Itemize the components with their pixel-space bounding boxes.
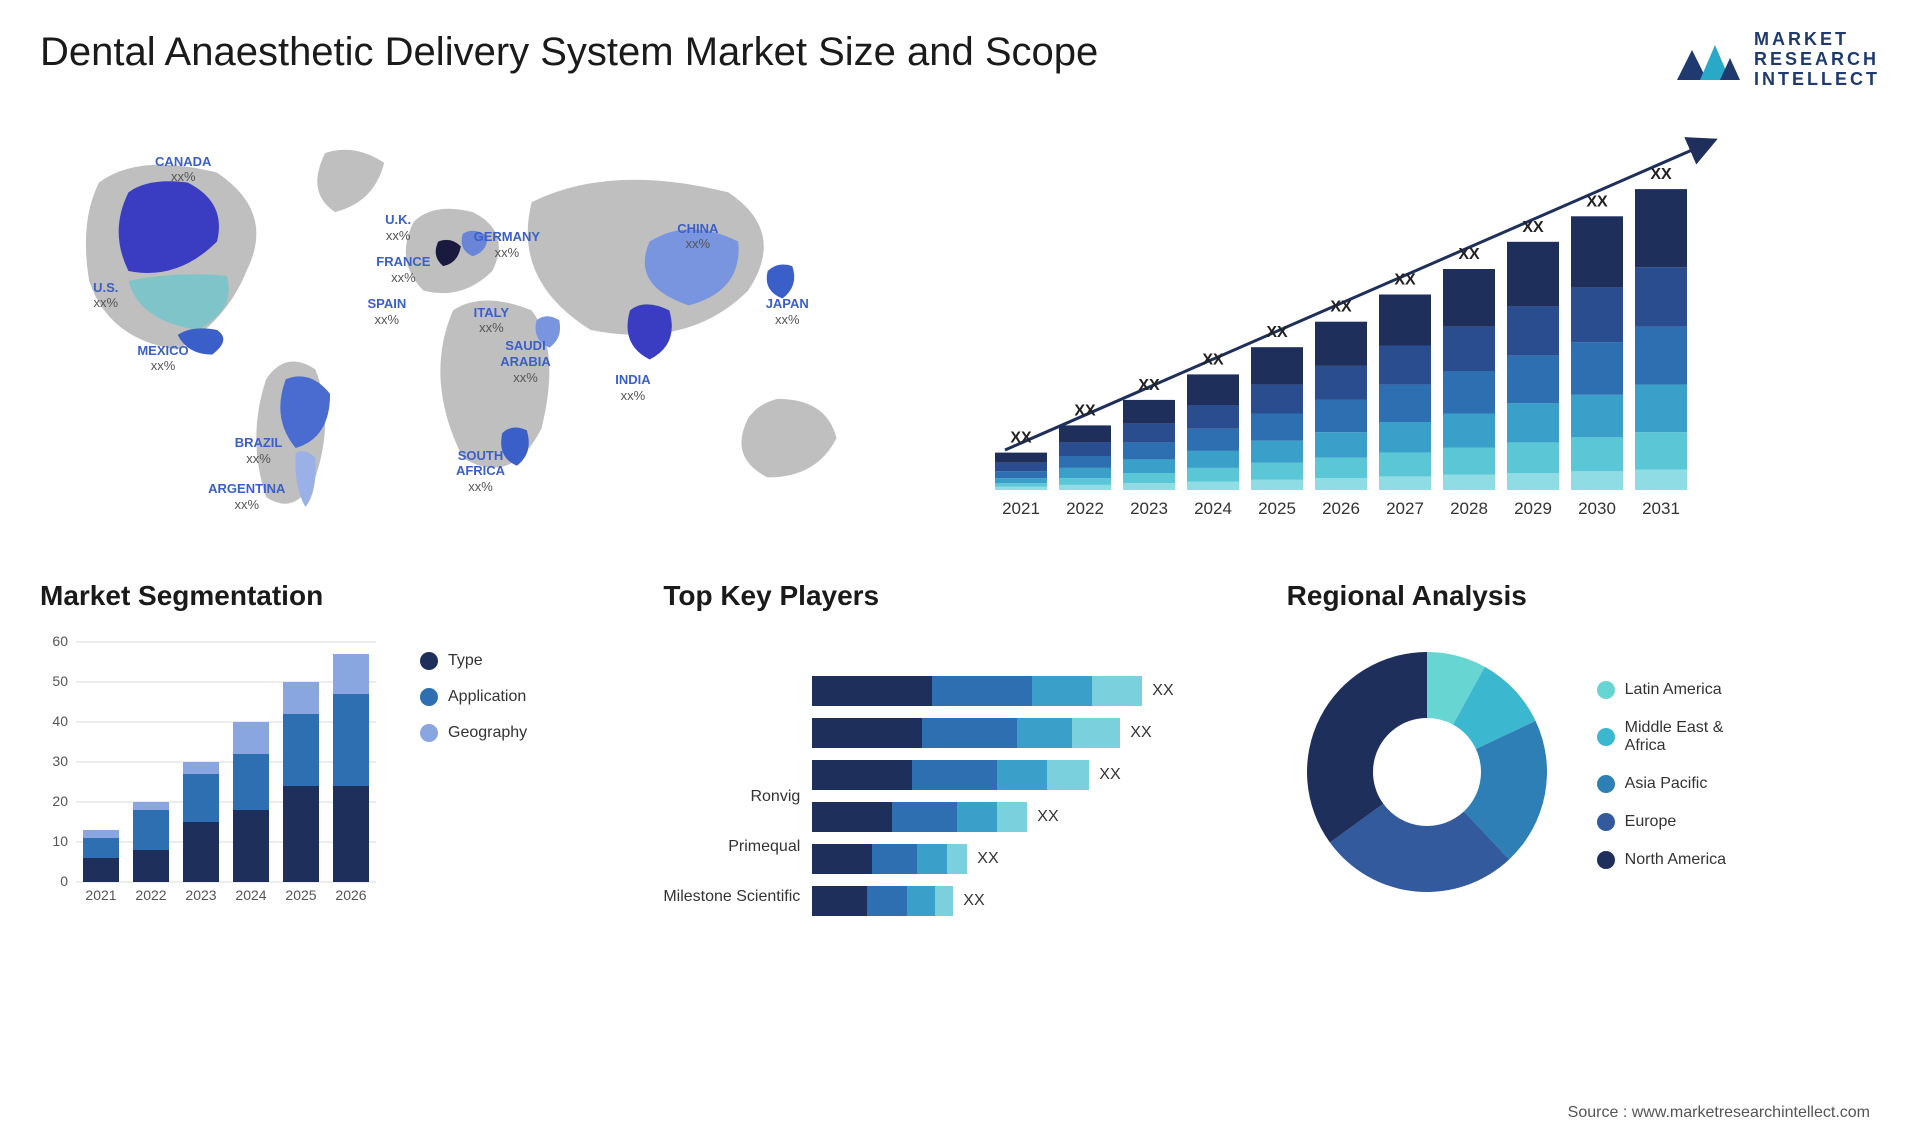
svg-text:2027: 2027 <box>1386 499 1424 518</box>
map-label: CANADAxx% <box>155 154 211 185</box>
svg-text:2024: 2024 <box>1194 499 1232 518</box>
map-label: CHINAxx% <box>677 221 718 252</box>
svg-text:2025: 2025 <box>1258 499 1296 518</box>
seg-title: Market Segmentation <box>40 580 633 612</box>
svg-text:XX: XX <box>1394 272 1416 289</box>
map-label: U.K.xx% <box>385 212 411 243</box>
legend-item: Latin America <box>1597 681 1726 699</box>
player-bar-row: XX <box>812 760 1173 790</box>
legend-item: Type <box>420 652 527 670</box>
svg-text:2022: 2022 <box>135 887 166 903</box>
svg-text:XX: XX <box>1138 377 1160 394</box>
regional-legend: Latin America Middle East & Africa Asia Pa… <box>1597 681 1726 869</box>
player-bar-row: XX <box>812 886 1173 916</box>
logo-line1: MARKET <box>1754 30 1880 50</box>
svg-text:30: 30 <box>52 753 68 769</box>
players-panel: Top Key Players Ronvig Primequal Milestone… <box>663 580 1256 922</box>
svg-text:2021: 2021 <box>85 887 116 903</box>
svg-text:2031: 2031 <box>1642 499 1680 518</box>
svg-text:2025: 2025 <box>285 887 316 903</box>
svg-text:2023: 2023 <box>1130 499 1168 518</box>
svg-text:2028: 2028 <box>1450 499 1488 518</box>
legend-item: Application <box>420 688 527 706</box>
map-label: GERMANYxx% <box>474 229 540 260</box>
svg-text:60: 60 <box>52 633 68 649</box>
source-text: Source : www.marketresearchintellect.com <box>1568 1104 1870 1122</box>
player-bar-row: XX <box>812 802 1173 832</box>
svg-text:2026: 2026 <box>1322 499 1360 518</box>
world-map: CANADAxx% U.S.xx% MEXICOxx% BRAZILxx% ARGENT… <box>40 120 925 540</box>
map-label: MEXICOxx% <box>137 343 188 374</box>
svg-text:0: 0 <box>60 873 68 889</box>
svg-text:XX: XX <box>1010 430 1032 447</box>
map-label: SPAINxx% <box>367 296 406 327</box>
svg-text:20: 20 <box>52 793 68 809</box>
seg-legend: Type Application Geography <box>420 632 527 922</box>
svg-text:2029: 2029 <box>1514 499 1552 518</box>
main-bar-chart: XX 2021 XX 2022 XX 2023 XX 2024 XX 2025 XX 2026 XX 20… <box>965 120 1880 540</box>
svg-text:XX: XX <box>1650 166 1672 183</box>
map-label: BRAZILxx% <box>235 435 283 466</box>
player-label: Ronvig <box>750 782 800 812</box>
svg-text:2021: 2021 <box>1002 499 1040 518</box>
svg-text:2030: 2030 <box>1578 499 1616 518</box>
brand-logo: MARKET RESEARCH INTELLECT <box>1672 30 1880 90</box>
svg-text:XX: XX <box>1522 219 1544 236</box>
svg-text:XX: XX <box>1202 351 1224 368</box>
svg-text:10: 10 <box>52 833 68 849</box>
svg-text:2026: 2026 <box>335 887 366 903</box>
map-label: SAUDIARABIAxx% <box>500 338 551 385</box>
page-title: Dental Anaesthetic Delivery System Marke… <box>40 30 1098 75</box>
legend-item: Europe <box>1597 813 1726 831</box>
donut-chart <box>1287 632 1567 917</box>
map-label: ITALYxx% <box>474 305 509 336</box>
logo-icon <box>1672 30 1742 90</box>
logo-line2: RESEARCH <box>1754 50 1880 70</box>
svg-text:XX: XX <box>1266 324 1288 341</box>
svg-text:XX: XX <box>1458 246 1480 263</box>
svg-text:2022: 2022 <box>1066 499 1104 518</box>
legend-item: Geography <box>420 724 527 742</box>
svg-text:2023: 2023 <box>185 887 216 903</box>
player-bar-row: XX <box>812 676 1173 706</box>
segmentation-panel: Market Segmentation 0 10 20 30 40 50 60 2021 202… <box>40 580 633 922</box>
svg-text:XX: XX <box>1074 402 1096 419</box>
players-labels: Ronvig Primequal Milestone Scientific <box>663 632 800 916</box>
player-bar-row: XX <box>812 718 1173 748</box>
map-label: ARGENTINAxx% <box>208 481 285 512</box>
map-label: SOUTHAFRICAxx% <box>456 448 505 495</box>
svg-text:2024: 2024 <box>235 887 266 903</box>
players-bars: XX XX XX XX XX XX <box>812 676 1173 916</box>
map-label: JAPANxx% <box>766 296 809 327</box>
players-title: Top Key Players <box>663 580 1256 612</box>
logo-line3: INTELLECT <box>1754 70 1880 90</box>
svg-text:XX: XX <box>1330 299 1352 316</box>
player-bar-row: XX <box>812 844 1173 874</box>
legend-item: Middle East & Africa <box>1597 719 1726 755</box>
map-label: U.S.xx% <box>93 280 118 311</box>
svg-text:XX: XX <box>1586 193 1608 210</box>
player-label: Milestone Scientific <box>663 882 800 912</box>
svg-text:40: 40 <box>52 713 68 729</box>
legend-item: North America <box>1597 851 1726 869</box>
regional-panel: Regional Analysis Latin America Middle Ea… <box>1287 580 1880 922</box>
map-label: FRANCExx% <box>376 254 430 285</box>
player-label: Primequal <box>728 832 800 862</box>
legend-item: Asia Pacific <box>1597 775 1726 793</box>
regional-title: Regional Analysis <box>1287 580 1880 612</box>
svg-text:50: 50 <box>52 673 68 689</box>
seg-chart-svg: 0 10 20 30 40 50 60 2021 2022 2023 2024 2025 2026 <box>40 632 400 922</box>
map-label: INDIAxx% <box>615 372 650 403</box>
